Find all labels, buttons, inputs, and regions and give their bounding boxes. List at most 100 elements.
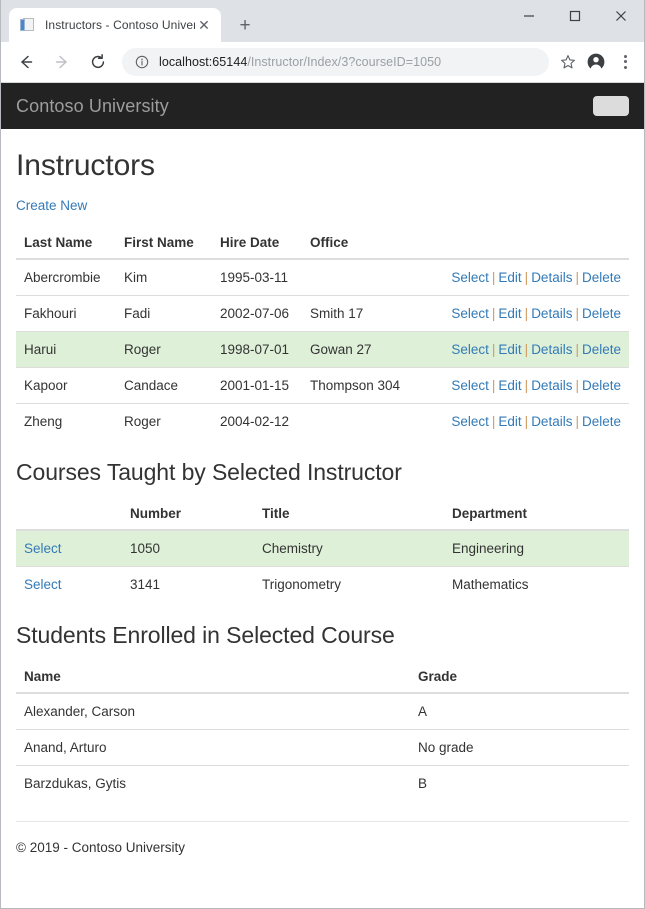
cell-actions: Select | Edit | Details | Delete	[412, 295, 629, 332]
table-row: Anand, Arturo No grade	[16, 729, 629, 766]
cell-course-department: Engineering	[444, 529, 629, 567]
col-hire-date: Hire Date	[212, 227, 302, 260]
profile-avatar-icon[interactable]	[583, 49, 609, 75]
table-row-selected[interactable]: Harui Roger 1998-07-01 Gowan 27 Select | E…	[16, 331, 629, 368]
page-viewport: Contoso University Instructors Create Ne…	[1, 82, 644, 908]
address-bar[interactable]: localhost:65144/Instructor/Index/3?cours…	[122, 47, 549, 76]
students-table: Name Grade Alexander, Carson A Anand, Ar…	[16, 661, 629, 801]
back-icon[interactable]	[12, 48, 40, 76]
action-separator: |	[491, 414, 496, 429]
minimize-icon[interactable]	[506, 0, 552, 32]
select-link[interactable]: Select	[451, 306, 489, 321]
cell-first-name: Roger	[116, 331, 212, 368]
action-separator: |	[575, 270, 579, 285]
students-table-body: Alexander, Carson A Anand, Arturo No gra…	[16, 692, 629, 801]
footer-copyright: © 2019 - Contoso University	[16, 840, 186, 855]
navbar-toggler-button[interactable]	[593, 96, 629, 116]
action-separator: |	[491, 270, 496, 285]
reload-icon[interactable]	[84, 48, 112, 76]
url-path: /Instructor/Index/3?courseID=1050	[247, 54, 442, 69]
select-link[interactable]: Select	[24, 541, 62, 556]
cell-last-name: Fakhouri	[16, 295, 116, 332]
url-text: localhost:65144/Instructor/Index/3?cours…	[159, 55, 543, 69]
action-separator: |	[524, 270, 529, 285]
table-row[interactable]: Abercrombie Kim 1995-03-11 Select | Edit | D…	[16, 258, 629, 296]
table-row[interactable]: Select 3141 Trigonometry Mathematics	[16, 566, 629, 602]
cell-course-number: 1050	[122, 529, 254, 567]
bookmark-star-icon[interactable]	[555, 49, 581, 75]
select-link[interactable]: Select	[451, 378, 489, 393]
details-link[interactable]: Details	[531, 306, 573, 321]
cell-actions: Select | Edit | Details | Delete	[412, 331, 629, 368]
window-controls	[506, 0, 644, 32]
cell-office	[302, 403, 412, 439]
table-row[interactable]: Zheng Roger 2004-02-12 Select | Edit | Detai…	[16, 403, 629, 439]
cell-first-name: Fadi	[116, 295, 212, 332]
details-link[interactable]: Details	[531, 414, 573, 429]
cell-last-name: Harui	[16, 331, 116, 368]
browser-tab[interactable]: Instructors - Contoso University ✕	[9, 8, 221, 42]
cell-hire-date: 1995-03-11	[212, 258, 302, 296]
create-new-link[interactable]: Create New	[16, 198, 88, 213]
select-link[interactable]: Select	[451, 342, 489, 357]
cell-first-name: Roger	[116, 403, 212, 439]
cell-office	[302, 258, 412, 296]
action-separator: |	[524, 306, 529, 321]
details-link[interactable]: Details	[531, 378, 573, 393]
table-row[interactable]: Fakhouri Fadi 2002-07-06 Smith 17 Select…	[16, 295, 629, 332]
col-actions	[412, 227, 629, 260]
cell-hire-date: 2004-02-12	[212, 403, 302, 439]
table-row-selected[interactable]: Select 1050 Chemistry Engineering	[16, 529, 629, 567]
action-separator: |	[524, 342, 529, 357]
instructors-table: Last Name First Name Hire Date Office Ab…	[16, 227, 629, 439]
delete-link[interactable]: Delete	[581, 378, 621, 393]
cell-actions: Select | Edit | Details | Delete	[412, 403, 629, 439]
col-course-title: Title	[254, 498, 444, 531]
delete-link[interactable]: Delete	[581, 414, 621, 429]
table-row: Alexander, Carson A	[16, 692, 629, 730]
close-icon[interactable]	[598, 0, 644, 32]
page-container: Instructors Create New Last Name First N…	[1, 149, 644, 855]
forward-icon	[48, 48, 76, 76]
courses-heading: Courses Taught by Selected Instructor	[16, 459, 402, 485]
students-table-head: Name Grade	[16, 661, 629, 694]
cell-course-department: Mathematics	[444, 566, 629, 602]
select-link[interactable]: Select	[451, 270, 489, 285]
new-tab-button[interactable]: +	[239, 14, 251, 36]
edit-link[interactable]: Edit	[498, 270, 522, 285]
tab-strip: Instructors - Contoso University ✕ +	[1, 0, 644, 42]
table-row[interactable]: Kapoor Candace 2001-01-15 Thompson 304 S…	[16, 367, 629, 404]
cell-hire-date: 1998-07-01	[212, 331, 302, 368]
delete-link[interactable]: Delete	[581, 342, 621, 357]
students-heading: Students Enrolled in Selected Course	[16, 622, 395, 648]
col-first-name: First Name	[116, 227, 212, 260]
edit-link[interactable]: Edit	[498, 306, 522, 321]
action-separator: |	[575, 378, 579, 393]
cell-office: Smith 17	[302, 295, 412, 332]
url-host: localhost:65144	[159, 54, 248, 69]
browser-toolbar: localhost:65144/Instructor/Index/3?cours…	[1, 42, 644, 82]
maximize-icon[interactable]	[552, 0, 598, 32]
select-link[interactable]: Select	[24, 577, 62, 592]
action-separator: |	[524, 414, 529, 429]
delete-link[interactable]: Delete	[581, 306, 621, 321]
delete-link[interactable]: Delete	[581, 270, 621, 285]
edit-link[interactable]: Edit	[498, 414, 522, 429]
details-link[interactable]: Details	[531, 270, 573, 285]
browser-menu-icon[interactable]	[615, 49, 635, 75]
col-student-name: Name	[16, 661, 410, 694]
cell-last-name: Zheng	[16, 403, 116, 439]
create-new-wrap: Create New	[16, 197, 629, 215]
cell-first-name: Candace	[116, 367, 212, 404]
details-link[interactable]: Details	[531, 342, 573, 357]
site-info-icon[interactable]	[134, 54, 150, 70]
select-link[interactable]: Select	[451, 414, 489, 429]
navbar-brand[interactable]: Contoso University	[16, 95, 169, 116]
edit-link[interactable]: Edit	[498, 378, 522, 393]
edit-link[interactable]: Edit	[498, 342, 522, 357]
site-navbar: Contoso University	[1, 83, 644, 129]
action-separator: |	[575, 306, 579, 321]
students-header-row: Name Grade	[16, 661, 629, 694]
tab-close-icon[interactable]: ✕	[198, 17, 210, 33]
